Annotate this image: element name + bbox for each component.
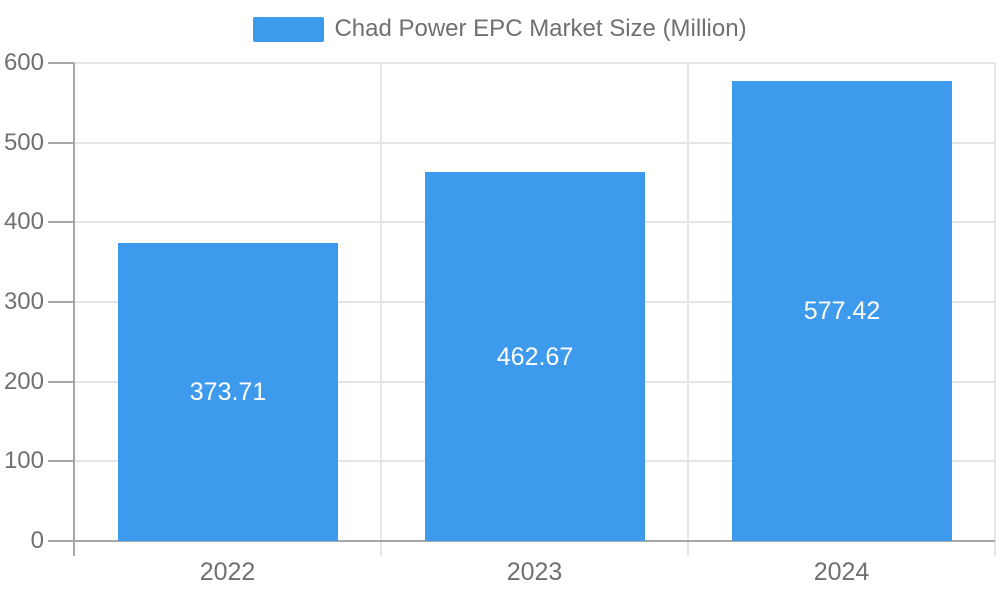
y-axis-tick <box>48 221 74 223</box>
y-gridline <box>74 142 995 144</box>
y-gridline <box>74 62 995 64</box>
y-axis-tick <box>48 62 74 64</box>
x-tick-label-2023: 2023 <box>506 558 563 586</box>
x-boundary-gridline <box>380 63 382 556</box>
x-tick-label-2022: 2022 <box>199 558 256 586</box>
legend[interactable]: Chad Power EPC Market Size (Million) <box>0 15 1000 43</box>
y-tick-label: 100 <box>3 447 44 474</box>
x-axis-line <box>48 540 995 542</box>
y-tick-label: 600 <box>3 49 44 76</box>
y-axis-line <box>73 63 75 556</box>
legend-swatch <box>253 16 325 42</box>
legend-label: Chad Power EPC Market Size (Million) <box>334 15 747 42</box>
bar-value-label: 577.42 <box>803 297 881 325</box>
y-tick-label: 500 <box>3 129 44 156</box>
y-axis-tick <box>48 460 74 462</box>
y-axis-tick <box>48 142 74 144</box>
y-tick-label: 400 <box>3 208 44 235</box>
y-tick-label: 200 <box>3 368 44 395</box>
y-tick-label: 300 <box>3 288 44 315</box>
bar-2024[interactable]: 577.42 <box>732 81 952 541</box>
bar-value-label: 373.71 <box>189 378 267 406</box>
x-boundary-gridline <box>687 63 689 556</box>
bar-value-label: 462.67 <box>496 343 574 371</box>
bar-2022[interactable]: 373.71 <box>118 243 338 541</box>
bar-2023[interactable]: 462.67 <box>425 172 645 541</box>
y-tick-label: 0 <box>30 527 44 554</box>
x-boundary-gridline <box>994 63 996 556</box>
x-tick-label-2024: 2024 <box>813 558 870 586</box>
y-axis-tick <box>48 301 74 303</box>
y-axis-tick <box>48 381 74 383</box>
